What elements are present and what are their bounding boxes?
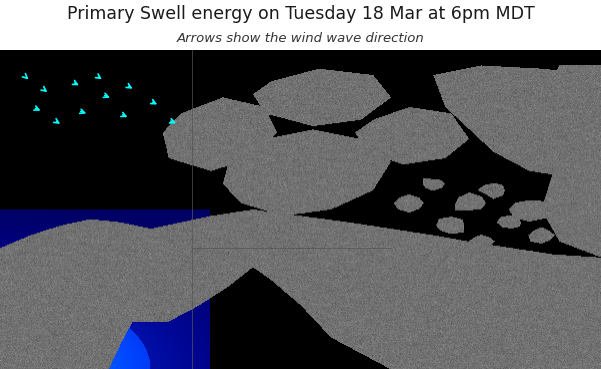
Text: Primary Swell energy on Tuesday 18 Mar at 6pm MDT: Primary Swell energy on Tuesday 18 Mar a…	[67, 5, 534, 23]
Text: Arrows show the wind wave direction: Arrows show the wind wave direction	[177, 32, 424, 45]
